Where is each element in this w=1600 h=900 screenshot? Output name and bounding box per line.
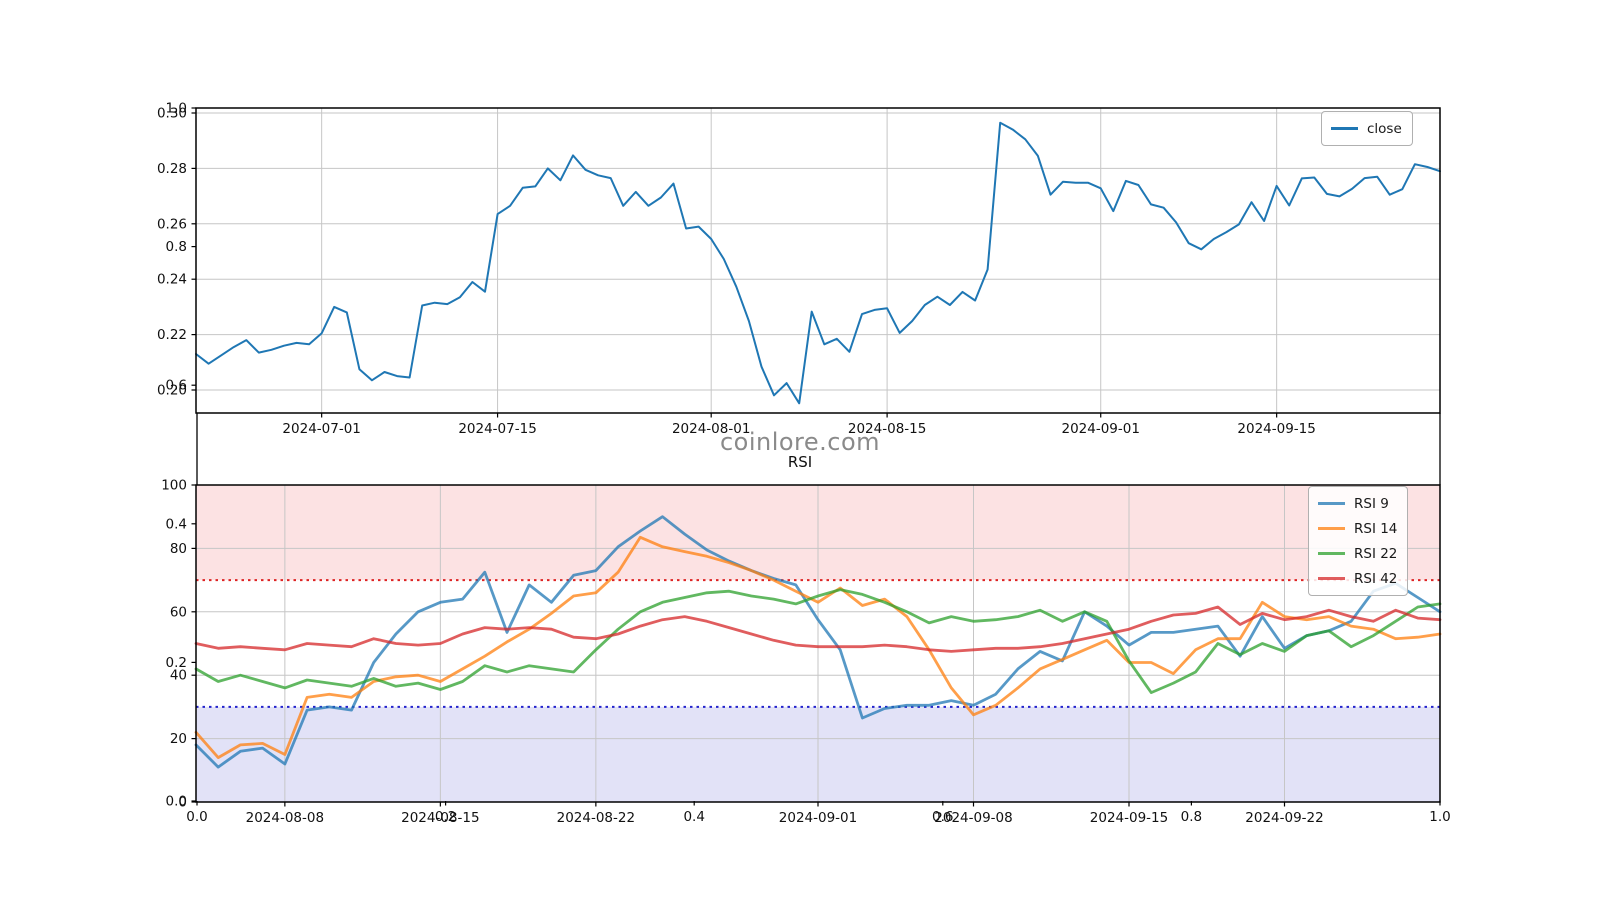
legend-label-rsi14: RSI 14 [1354,520,1398,537]
plot-frame [195,107,1441,414]
legend-item-rsi22: RSI 22 [1318,541,1397,566]
y-tick-label: 0.30 [157,106,187,122]
background-y-tick-label: 1.0 [166,101,187,117]
legend-item-rsi9: RSI 9 [1318,491,1397,516]
y-tick-label: 40 [170,668,187,684]
y-tick-label: 0 [178,795,187,811]
x-tick-label: 2024-09-01 [779,810,857,826]
x-tick-label: 2024-08-15 [848,421,926,437]
x-tick-label: 2024-09-01 [1061,421,1139,437]
background-y-tick-label: 0.4 [166,516,187,532]
rsi22-line-swatch [1318,552,1345,555]
background-y-tick-label: 0.0 [166,794,187,810]
x-tick-label: 2024-08-15 [401,810,479,826]
background-x-tick-label: 0.6 [932,809,953,825]
legend-item-rsi42: RSI 42 [1318,566,1397,591]
series-rsi-42 [194,605,1442,653]
price-legend: close [1321,111,1413,146]
legend-label-rsi9: RSI 9 [1354,495,1389,512]
y-tick-label: 0.22 [157,327,187,343]
x-tick-label: 2024-07-15 [458,421,536,437]
watermark: coinlore.com [719,428,881,456]
x-tick-label: 2024-08-01 [672,421,750,437]
background-x-tick-label: 1.0 [1429,809,1450,825]
series-rsi-9 [194,515,1442,769]
rsi42-line-swatch [1318,577,1345,580]
y-tick-label: 60 [170,604,187,620]
legend-item-close: close [1331,116,1402,141]
legend-item-rsi14: RSI 14 [1318,516,1397,541]
y-tick-label: 100 [161,478,187,494]
x-tick-label: 2024-09-15 [1237,421,1315,437]
rsi-subplot-title: RSI [787,453,813,471]
background-x-tick-label: 0.2 [435,809,456,825]
background-x-tick-label: 0.4 [683,809,704,825]
y-tick-label: 0.28 [157,161,187,177]
x-tick-label: 2024-07-01 [282,421,360,437]
y-tick-label: 0.26 [157,216,187,232]
legend-label-close: close [1367,120,1402,137]
legend-label-rsi42: RSI 42 [1354,570,1398,587]
series-close [195,121,1441,405]
y-tick-label: 20 [170,731,187,747]
y-tick-label: 0.24 [157,272,187,288]
x-tick-label: 2024-08-22 [557,810,635,826]
background-y-tick-label: 0.8 [166,239,187,255]
x-tick-label: 2024-08-08 [246,810,324,826]
legend-label-rsi22: RSI 22 [1354,545,1398,562]
y-tick-label: 0.20 [157,383,187,399]
rsi14-line-swatch [1318,527,1345,530]
series-rsi-14 [194,535,1442,759]
y-tick-label: 80 [170,541,187,557]
rsi9-line-swatch [1318,502,1345,505]
x-tick-label: 2024-09-08 [934,810,1012,826]
background-x-tick-label: 0.0 [186,809,207,825]
background-x-tick-label: 0.8 [1181,809,1202,825]
background-y-tick-label: 0.6 [166,378,187,394]
x-tick-label: 2024-09-22 [1245,810,1323,826]
x-tick-label: 2024-09-15 [1090,810,1168,826]
rsi-legend: RSI 9 RSI 14 RSI 22 RSI 42 [1308,486,1409,596]
background-y-tick-label: 0.2 [166,655,187,671]
series-rsi-22 [194,588,1442,694]
close-line-swatch [1331,127,1358,130]
